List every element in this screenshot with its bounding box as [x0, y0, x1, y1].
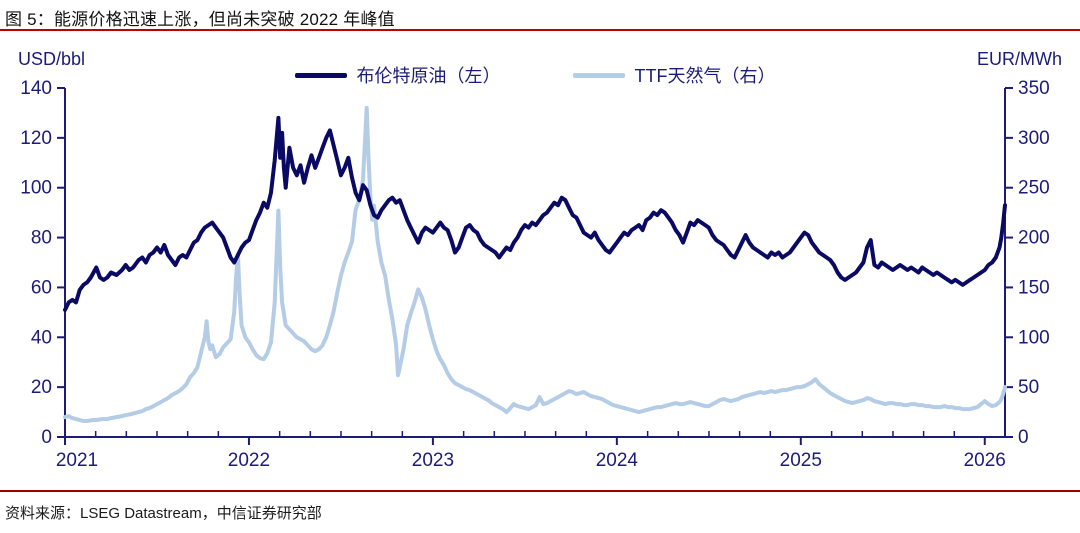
svg-text:150: 150 — [1018, 277, 1050, 298]
svg-text:250: 250 — [1018, 178, 1050, 199]
svg-text:120: 120 — [20, 128, 52, 149]
svg-text:140: 140 — [20, 78, 52, 99]
brent-line-swatch — [294, 72, 347, 78]
svg-text:2025: 2025 — [780, 450, 822, 471]
svg-text:350: 350 — [1018, 78, 1050, 99]
svg-text:100: 100 — [1018, 327, 1050, 348]
svg-text:100: 100 — [20, 178, 52, 199]
svg-text:2021: 2021 — [56, 450, 98, 471]
svg-text:0: 0 — [41, 427, 52, 448]
right-axis-unit: EUR/MWh — [977, 49, 1062, 69]
svg-text:0: 0 — [1018, 427, 1029, 448]
svg-text:200: 200 — [1018, 228, 1050, 249]
svg-text:60: 60 — [31, 277, 52, 298]
ttf-line-swatch — [572, 72, 625, 78]
left-axis-unit: USD/bbl — [18, 49, 86, 69]
legend-item-ttf: TTF天然气（右） — [572, 62, 776, 88]
figure-title: 图 5：能源价格迅速上涨，但尚未突破 2022 年峰值 — [5, 10, 395, 29]
series-line-ttf — [63, 105, 1007, 423]
svg-text:20: 20 — [31, 377, 52, 398]
svg-text:2023: 2023 — [412, 450, 454, 471]
title-underline — [0, 29, 1080, 31]
y-axis-left: 0 20 40 60 80 100 120 140 — [20, 78, 65, 448]
svg-text:2026: 2026 — [964, 450, 1006, 471]
axes — [64, 88, 1006, 438]
svg-text:300: 300 — [1018, 128, 1050, 149]
source-note: 资料来源：LSEG Datastream，中信证券研究部 — [5, 505, 322, 522]
x-axis: 2021 2022 2023 2024 2025 2026 — [56, 431, 1006, 471]
svg-text:2024: 2024 — [596, 450, 639, 471]
svg-text:50: 50 — [1018, 377, 1039, 398]
svg-text:2022: 2022 — [228, 450, 270, 471]
series-line-brent — [63, 115, 1007, 312]
legend-item-brent: 布伦特原油（左） — [294, 62, 501, 88]
y-axis-right: 0 50 100 150 200 250 300 350 — [1005, 78, 1050, 448]
source-divider — [0, 490, 1080, 492]
legend-label-ttf: TTF天然气（右） — [634, 66, 776, 86]
legend: 布伦特原油（左） TTF天然气（右） — [65, 62, 1005, 88]
svg-text:40: 40 — [31, 327, 52, 348]
svg-text:80: 80 — [31, 228, 52, 249]
legend-label-brent: 布伦特原油（左） — [356, 66, 501, 86]
